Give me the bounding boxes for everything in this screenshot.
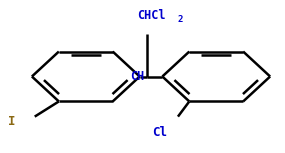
Text: CH: CH [130, 70, 144, 83]
Text: CHCl: CHCl [137, 9, 165, 22]
Text: I: I [8, 116, 16, 129]
Text: Cl: Cl [152, 126, 167, 139]
Text: 2: 2 [178, 15, 183, 24]
